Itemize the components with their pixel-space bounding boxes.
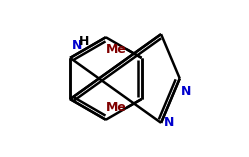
Text: Me: Me <box>106 43 127 56</box>
Text: N: N <box>164 116 174 129</box>
Text: N: N <box>72 39 82 52</box>
Text: Me: Me <box>106 101 127 114</box>
Text: N: N <box>181 85 192 98</box>
Text: H: H <box>79 35 89 48</box>
